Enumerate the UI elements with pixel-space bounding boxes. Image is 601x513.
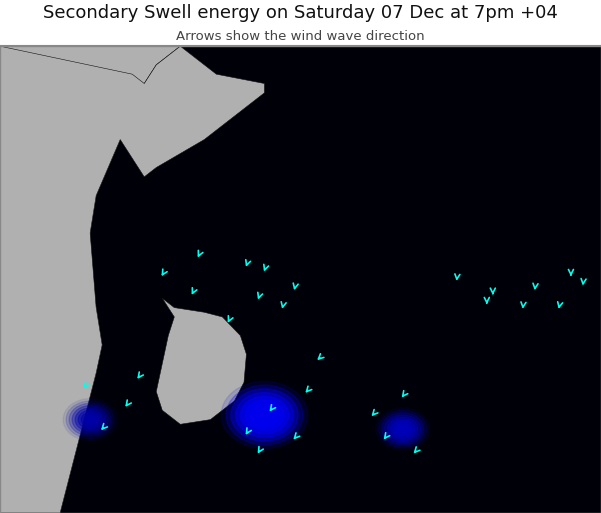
Circle shape xyxy=(221,381,308,448)
Circle shape xyxy=(385,415,421,443)
Circle shape xyxy=(72,406,108,433)
Circle shape xyxy=(400,427,406,431)
Circle shape xyxy=(397,424,409,433)
Circle shape xyxy=(388,417,418,441)
Polygon shape xyxy=(0,46,180,513)
Circle shape xyxy=(236,392,293,438)
Circle shape xyxy=(250,404,279,426)
Circle shape xyxy=(391,420,415,438)
Circle shape xyxy=(394,422,412,436)
Polygon shape xyxy=(156,298,246,424)
Circle shape xyxy=(81,412,99,427)
Circle shape xyxy=(382,412,424,445)
Circle shape xyxy=(255,407,274,422)
Circle shape xyxy=(75,408,105,431)
Circle shape xyxy=(78,410,102,429)
Circle shape xyxy=(240,396,288,433)
Circle shape xyxy=(226,385,303,445)
Circle shape xyxy=(260,411,269,419)
Circle shape xyxy=(245,400,284,430)
Circle shape xyxy=(87,417,93,422)
Circle shape xyxy=(231,389,298,441)
Circle shape xyxy=(379,410,427,448)
Circle shape xyxy=(63,399,117,441)
Circle shape xyxy=(66,401,114,438)
Circle shape xyxy=(69,403,111,436)
Circle shape xyxy=(84,415,96,424)
Text: Arrows show the wind wave direction: Arrows show the wind wave direction xyxy=(176,30,425,43)
Circle shape xyxy=(376,408,430,450)
Text: Secondary Swell energy on Saturday 07 Dec at 7pm +04: Secondary Swell energy on Saturday 07 De… xyxy=(43,4,558,22)
Polygon shape xyxy=(0,46,264,513)
